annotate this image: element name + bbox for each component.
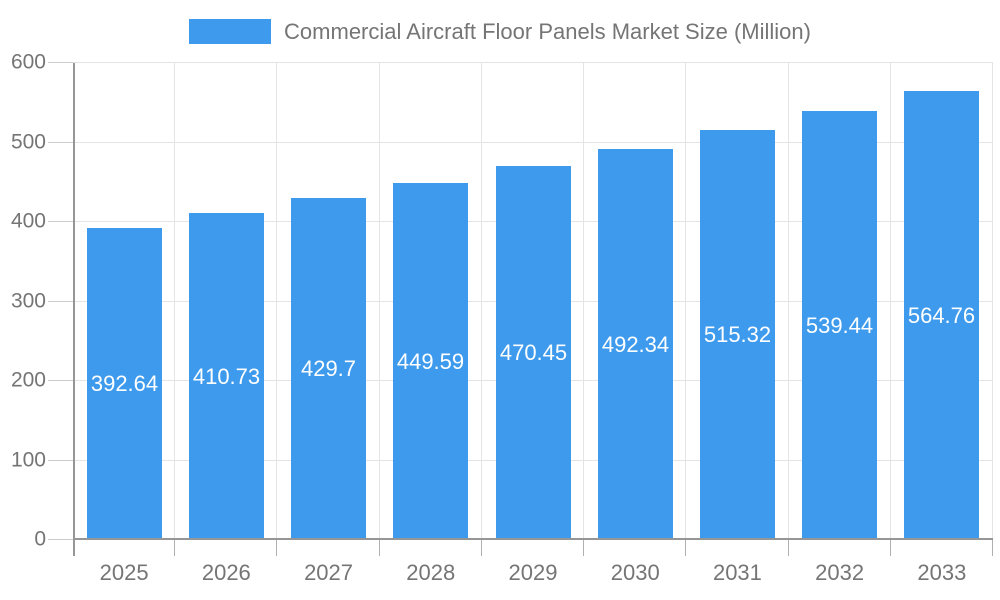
y-axis-tick [48, 301, 73, 302]
x-axis-tick [481, 540, 482, 556]
y-axis-label: 300 [10, 289, 46, 313]
y-gridline [73, 142, 993, 143]
category-separator [276, 63, 277, 540]
y-axis-tick [48, 221, 73, 222]
x-axis-label: 2031 [712, 560, 762, 585]
bar[interactable]: 539.44 [802, 111, 877, 540]
y-axis-label: 200 [10, 368, 46, 392]
bar-value-label: 515.32 [703, 322, 772, 347]
category-separator [379, 63, 380, 540]
bar-value-label: 429.7 [300, 356, 357, 381]
x-axis-label: 2026 [201, 560, 251, 585]
x-axis-label: 2030 [610, 560, 660, 585]
bar[interactable]: 470.45 [496, 166, 571, 540]
x-axis-tick [890, 540, 891, 556]
x-axis-label: 2033 [917, 560, 967, 585]
bar-value-label: 564.76 [907, 302, 976, 328]
bar-value-label: 539.44 [805, 312, 874, 338]
category-separator [685, 63, 686, 540]
category-separator [583, 63, 584, 540]
y-axis-line [73, 63, 75, 556]
x-axis-label: 2032 [815, 560, 865, 585]
y-axis-tick [48, 142, 73, 143]
x-axis-label: 2025 [99, 560, 149, 585]
bar-value-label: 449.59 [396, 348, 465, 374]
x-axis-tick [788, 540, 789, 556]
plot-area: 392.64 410.73 429.7 449.59 470.45 492.34 515.3… [73, 62, 993, 556]
y-axis-label: 100 [10, 448, 46, 472]
legend-item[interactable]: Commercial Aircraft Floor Panels Market … [189, 19, 811, 45]
x-axis-tick [379, 540, 380, 556]
legend-swatch [189, 19, 272, 44]
y-axis-label: 400 [10, 209, 46, 233]
category-separator [481, 63, 482, 540]
x-axis-line [73, 538, 993, 540]
bar[interactable]: 492.34 [598, 149, 673, 540]
bar[interactable]: 449.59 [393, 183, 468, 540]
category-separator [992, 63, 993, 540]
bar-value-label: 392.64 [90, 371, 159, 396]
legend: Commercial Aircraft Floor Panels Market … [0, 19, 1000, 44]
y-axis-tick [48, 460, 73, 461]
x-axis-tick [276, 540, 277, 556]
y-axis-tick [48, 62, 73, 63]
category-separator [788, 63, 789, 540]
x-axis-tick [583, 540, 584, 556]
x-axis-label: 2027 [304, 560, 354, 585]
y-axis-label: 600 [10, 50, 46, 74]
bar[interactable]: 564.76 [904, 91, 979, 540]
category-separator [890, 63, 891, 540]
bar[interactable]: 410.73 [189, 213, 264, 540]
bar-value-label: 492.34 [601, 331, 670, 357]
y-axis-tick [48, 380, 73, 381]
x-axis-tick [685, 540, 686, 556]
x-axis-tick [174, 540, 175, 556]
y-axis-label: 0 [34, 527, 46, 551]
y-axis-tick [48, 539, 73, 540]
y-axis-label: 500 [10, 130, 46, 154]
bar-value-label: 410.73 [192, 363, 261, 389]
category-separator [174, 63, 175, 540]
legend-label: Commercial Aircraft Floor Panels Market … [284, 18, 811, 44]
y-gridline [73, 62, 993, 63]
x-axis-tick [992, 540, 993, 556]
x-axis-label: 2028 [406, 560, 456, 585]
x-axis-label: 2029 [508, 560, 558, 585]
bar[interactable]: 515.32 [700, 130, 775, 540]
bar[interactable]: 429.7 [291, 198, 366, 540]
bar[interactable]: 392.64 [87, 228, 162, 540]
bar-value-label: 470.45 [499, 340, 568, 365]
